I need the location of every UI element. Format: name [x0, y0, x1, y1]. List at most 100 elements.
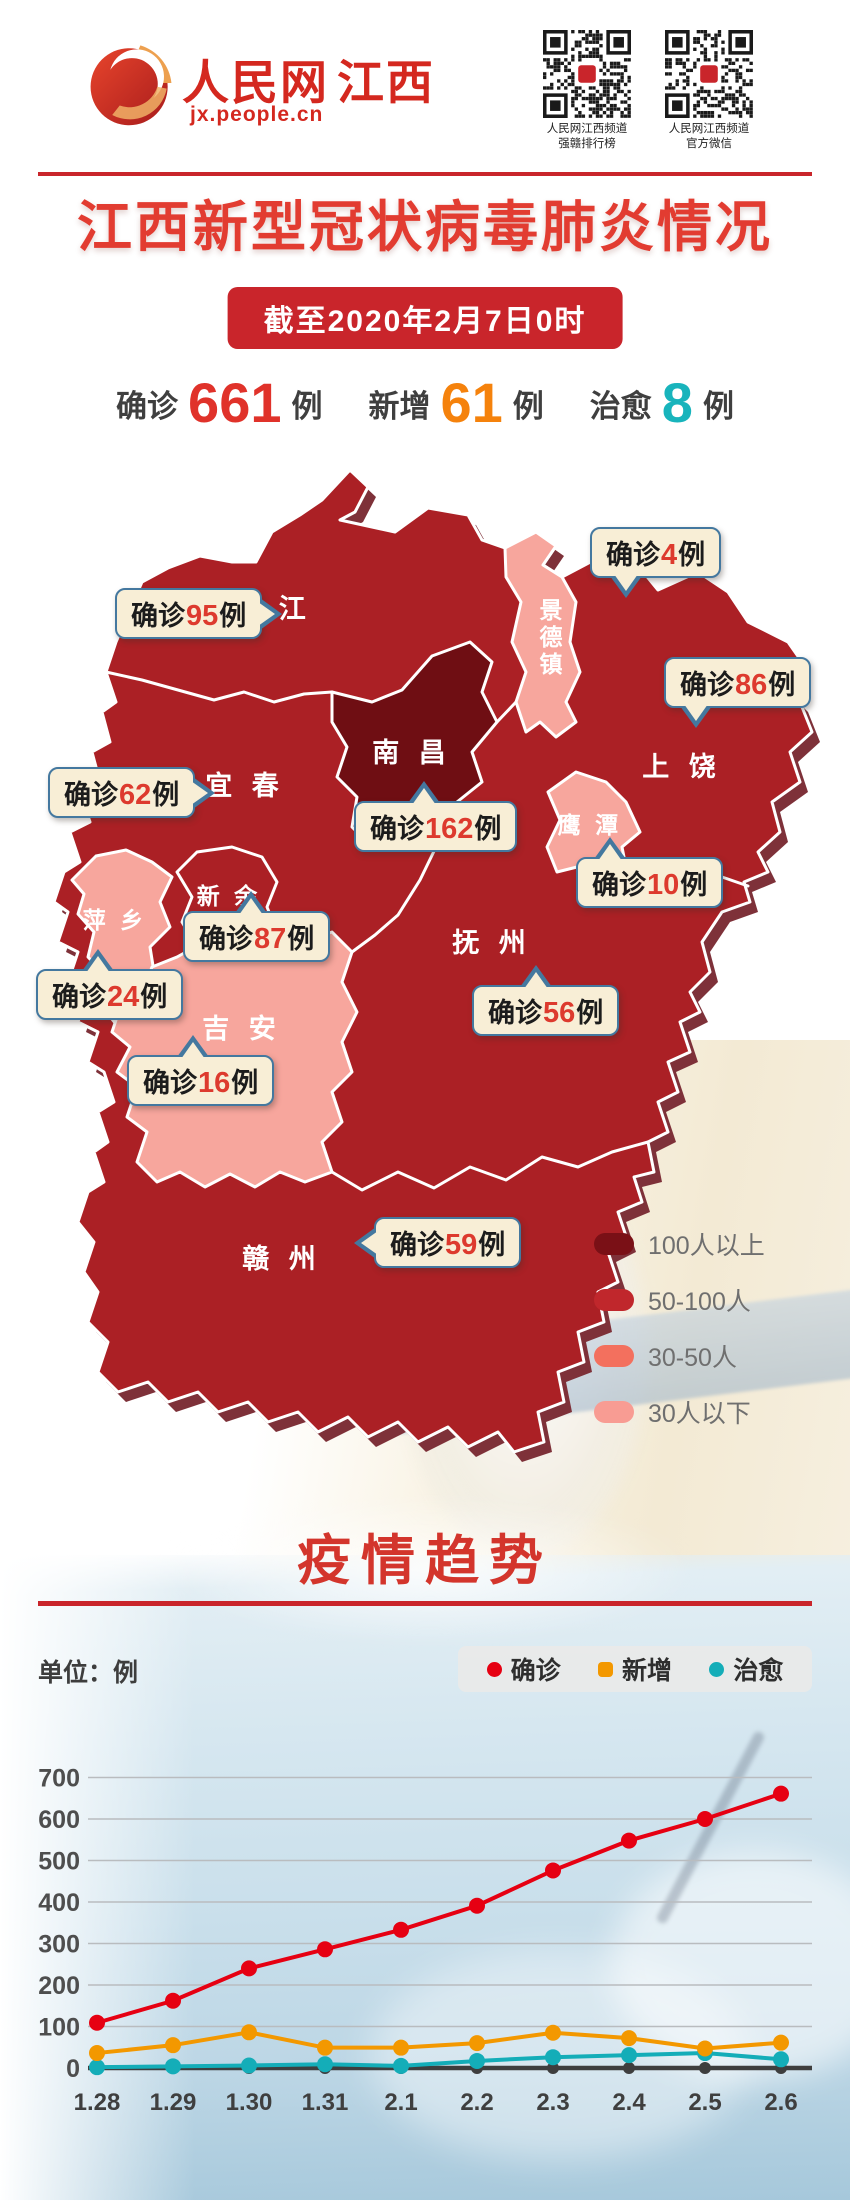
x-tick-label: 2.4 [612, 2089, 646, 2116]
map-callout-yingtan: 确诊10例 [576, 837, 724, 908]
border-nanchang-shangrao [495, 700, 518, 724]
confirmed-point [241, 1960, 257, 1977]
qr-caption: 人民网江西频道 强赣排行榜 [521, 122, 653, 152]
qr-module [616, 79, 621, 83]
qr-module [588, 30, 593, 34]
qr-module [606, 79, 610, 83]
cured-point [393, 2057, 409, 2074]
qr-module [588, 40, 593, 44]
qr-module [735, 89, 739, 94]
qr-module [609, 65, 614, 69]
y-tick-label: 400 [38, 1889, 80, 1917]
qr-module [592, 100, 596, 104]
qr-module [724, 65, 729, 69]
qr-module [707, 103, 711, 108]
qr-module [585, 96, 589, 101]
qr-module [599, 37, 603, 41]
region-label-yichun: 宜 春 [205, 770, 285, 801]
callout-value: 24 [107, 981, 140, 1013]
qr-module [735, 72, 739, 76]
qr-module [745, 107, 750, 111]
qr-module [550, 100, 561, 111]
new-cases-point [469, 2035, 485, 2052]
qr-module [721, 65, 725, 69]
page-title: 江西新型冠状病毒肺炎情况 [76, 196, 773, 258]
x-tick-label: 2.2 [460, 2089, 493, 2116]
confirmed-point [545, 1862, 561, 1879]
qr-module [714, 103, 718, 108]
callout-suffix: 例 [287, 924, 315, 954]
qr-module [606, 100, 610, 104]
qr-module [700, 30, 704, 34]
qr-module [595, 37, 600, 41]
qr-module [627, 75, 631, 80]
qr-module [550, 86, 554, 90]
qr-module [686, 82, 690, 87]
qr-module [557, 68, 561, 73]
qr-module [609, 96, 614, 101]
chart-legend-label: 治愈 [733, 1657, 784, 1685]
qr-module [553, 68, 557, 73]
qr-module [731, 93, 736, 97]
qr-module [627, 110, 631, 115]
qr-module [567, 68, 571, 73]
cured-line [96, 2051, 782, 2070]
chart-legend-label: 确诊 [510, 1657, 561, 1685]
region-label-ganzhou: 赣 州 [242, 1243, 322, 1274]
callout-prefix: 确诊 [606, 540, 660, 570]
qr-module [731, 110, 736, 115]
x-tick-label: 2.3 [536, 2089, 569, 2116]
cured-point [469, 2052, 485, 2069]
qr-module [738, 75, 743, 80]
qr-module [588, 33, 593, 37]
qr-module [675, 82, 679, 87]
qr-module [735, 75, 739, 80]
logo-title: 人民网 江西 [182, 44, 435, 113]
qr-module [592, 47, 596, 51]
map-callout-xinyu: 确诊87例 [183, 891, 331, 962]
title-glow [160, 1495, 700, 1645]
qr-module [675, 79, 679, 83]
qr-module [703, 37, 708, 41]
qr-module [606, 96, 610, 101]
x-tick-label: 2.5 [688, 2089, 721, 2116]
qr-module [696, 89, 701, 94]
qr-module [599, 44, 603, 48]
qr-module [606, 89, 610, 94]
qr-module [616, 107, 621, 111]
qr-module [682, 65, 686, 69]
qr-module [623, 93, 628, 97]
qr-module [682, 79, 686, 83]
qr-module [679, 58, 683, 62]
qr-module [693, 103, 697, 108]
qr-module [738, 89, 743, 94]
qr-module [682, 72, 686, 76]
qr-module [606, 82, 610, 87]
logo-domain: jx.people.cn [190, 103, 324, 126]
qr-module [714, 96, 718, 101]
qr-module [728, 86, 732, 90]
qr-module [707, 58, 711, 62]
qr-module [620, 114, 624, 118]
qr-module [668, 58, 672, 62]
x-tick-label: 1.29 [150, 2089, 197, 2116]
qr-module [721, 86, 725, 90]
qr-module [574, 96, 579, 101]
qr-module [609, 110, 614, 115]
confirmed-point [621, 1832, 637, 1849]
qr-module [613, 37, 624, 48]
new-cases-point [165, 2037, 181, 2054]
qr-module [735, 107, 739, 111]
qr-module [592, 107, 596, 111]
qr-module [679, 61, 683, 66]
qr-module [724, 72, 729, 76]
header-divider [38, 172, 812, 176]
qr-module [707, 110, 711, 115]
callout-prefix: 确诊 [370, 814, 424, 844]
qr-module [693, 47, 697, 51]
qr-module [571, 82, 575, 87]
callout-value: 56 [543, 997, 576, 1029]
qr-module [696, 37, 701, 41]
qr-module [745, 110, 750, 115]
cured-point [241, 2057, 257, 2074]
